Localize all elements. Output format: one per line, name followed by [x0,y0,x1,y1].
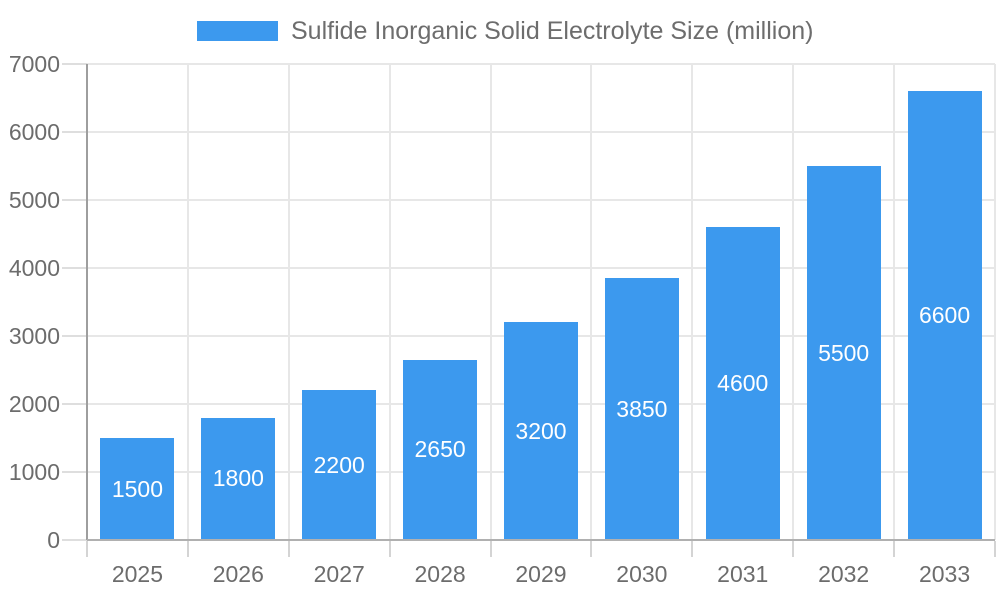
y-tick-label: 4000 [8,255,60,281]
bar: 2650 [403,359,478,540]
y-tick-label: 7000 [8,51,60,77]
x-tick-mark [893,541,896,557]
bar: 2200 [302,390,377,540]
h-gridline [87,131,995,133]
bar-value-label: 5500 [818,339,870,366]
y-tick-mark [62,131,87,133]
v-gridline [489,64,492,540]
y-tick-label: 2000 [8,391,60,417]
x-tick-mark [691,541,694,557]
x-tick-label: 2030 [616,561,668,587]
v-gridline [893,64,896,540]
x-tick-mark [186,541,189,557]
x-tick-mark [489,541,492,557]
bar: 6600 [907,91,982,540]
x-tick-mark [590,541,593,557]
x-tick-label: 2032 [818,561,870,587]
x-tick-mark [86,541,88,557]
bar: 3200 [504,322,578,540]
h-gridline [87,199,995,201]
x-tick-mark [994,541,996,557]
x-axis-line [87,539,995,541]
x-tick-label: 2029 [515,561,567,587]
y-tick-label: 0 [47,527,60,553]
x-tick-label: 2027 [313,561,365,587]
y-tick-label: 6000 [8,119,60,145]
bar: 3850 [604,278,679,540]
x-tick-mark [287,541,290,557]
legend-label: Sulfide Inorganic Solid Electrolyte Size… [291,16,814,45]
v-gridline [186,64,189,540]
bar-value-label: 3200 [515,417,567,444]
bar: 5500 [806,166,881,540]
h-gridline [87,63,995,65]
bar-value-label: 4600 [717,370,769,397]
legend-swatch [197,21,278,41]
y-tick-mark [62,63,87,65]
v-gridline [792,64,795,540]
bar: 1800 [201,417,276,540]
bar-value-label: 2650 [414,436,466,463]
bar-value-label: 1500 [111,475,164,502]
legend: Sulfide Inorganic Solid Electrolyte Size… [197,17,813,45]
x-tick-label: 2026 [212,561,264,587]
y-axis-line [86,64,88,540]
x-tick-label: 2028 [414,561,466,587]
h-gridline [87,267,995,269]
bar-value-label: 3850 [616,395,668,422]
y-tick-mark [62,335,87,337]
y-tick-mark [62,539,87,541]
bar-value-label: 6600 [918,302,971,329]
y-tick-label: 3000 [8,323,60,349]
y-tick-mark [62,199,87,201]
x-tick-label: 2033 [918,561,971,587]
v-gridline [287,64,290,540]
bar-value-label: 2200 [313,451,365,478]
v-gridline [994,64,996,540]
x-tick-mark [388,541,391,557]
x-tick-mark [792,541,795,557]
v-gridline [388,64,391,540]
y-tick-mark [62,267,87,269]
bar: 1500 [100,438,175,540]
v-gridline [691,64,694,540]
v-gridline [590,64,593,540]
x-tick-label: 2031 [717,561,769,587]
y-tick-mark [62,403,87,405]
bar-value-label: 1800 [212,465,264,492]
y-tick-label: 5000 [8,187,60,213]
y-tick-label: 1000 [8,459,60,485]
bar: 4600 [705,227,780,540]
y-tick-mark [62,471,87,473]
x-tick-label: 2025 [111,561,164,587]
